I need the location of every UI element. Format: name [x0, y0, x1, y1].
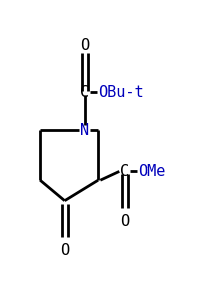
Text: O: O — [80, 38, 89, 53]
Text: OBu-t: OBu-t — [98, 85, 144, 100]
Text: O: O — [60, 243, 69, 258]
Text: N: N — [80, 123, 89, 138]
Text: OMe: OMe — [138, 164, 166, 179]
Text: O: O — [120, 214, 129, 229]
Text: C: C — [80, 85, 89, 100]
Text: C: C — [120, 164, 129, 179]
